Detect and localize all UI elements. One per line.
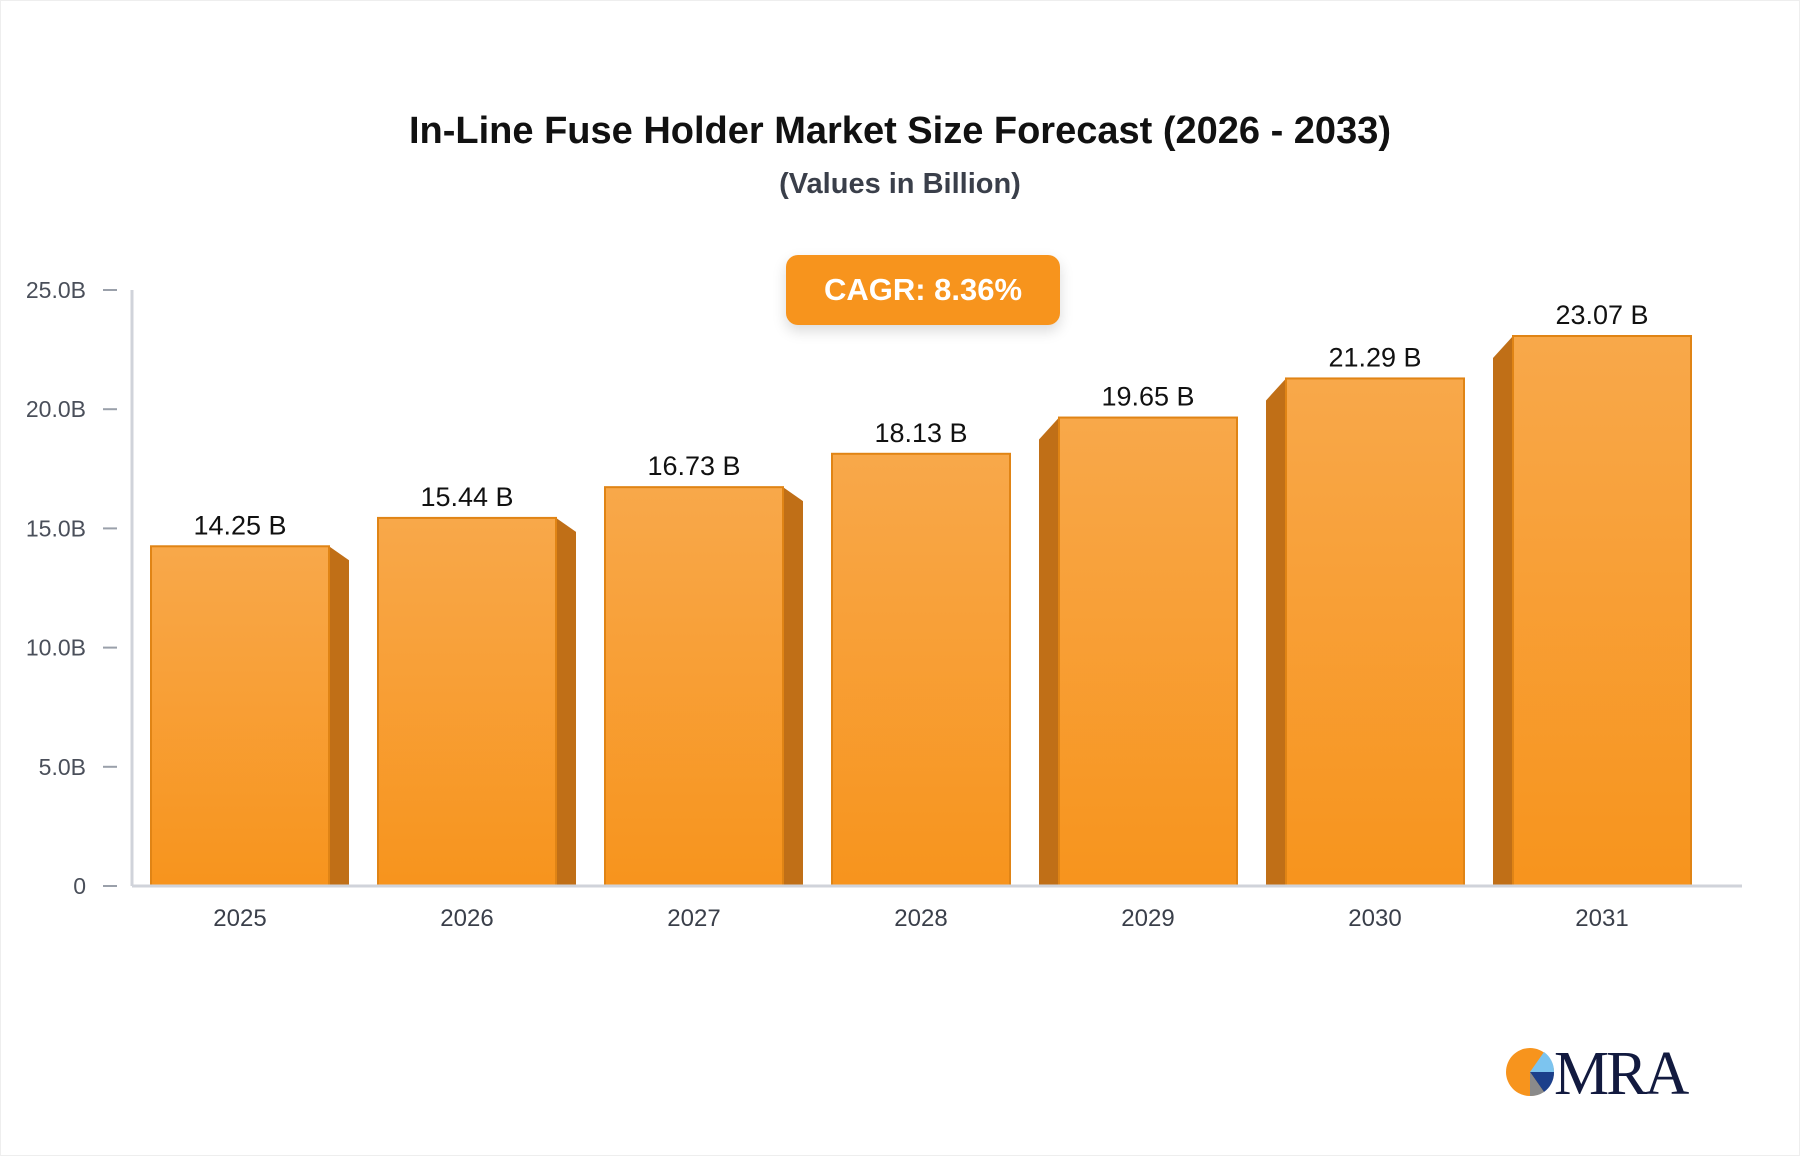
- data-label: 15.44 B: [420, 482, 513, 512]
- bar-side: [556, 517, 576, 886]
- bar: [604, 486, 784, 887]
- x-tick-label: 2030: [1348, 905, 1401, 932]
- mra-logo: MRA: [1506, 1040, 1692, 1100]
- data-label: 14.25 B: [193, 510, 286, 540]
- x-tick-label: 2028: [894, 905, 947, 932]
- data-label: 16.73 B: [647, 451, 740, 481]
- bar-side: [329, 546, 349, 886]
- y-tick-label: 20.0B: [26, 396, 86, 422]
- data-label: 23.07 B: [1555, 300, 1648, 330]
- bar: [377, 516, 557, 887]
- bar-side: [1266, 378, 1286, 886]
- bar: [1058, 416, 1238, 887]
- bar: [1285, 377, 1465, 887]
- chart-subtitle: (Values in Billion): [779, 168, 1021, 200]
- data-label: 18.13 B: [874, 418, 967, 448]
- x-tick-label: 2025: [213, 905, 266, 932]
- y-tick-label: 10.0B: [26, 635, 86, 661]
- bar: [150, 545, 330, 888]
- bar-side: [783, 487, 803, 886]
- y-tick-label: 0: [73, 873, 86, 899]
- bar-side: [1039, 417, 1059, 886]
- chart-title: In-Line Fuse Holder Market Size Forecast…: [408, 110, 1391, 152]
- svg-text:MRA: MRA: [1554, 1040, 1689, 1100]
- x-tick-label: 2029: [1121, 905, 1174, 932]
- bar: [1512, 335, 1692, 887]
- y-tick-label: 25.0B: [26, 277, 86, 303]
- y-tick-label: 5.0B: [39, 754, 86, 780]
- data-label: 19.65 B: [1101, 382, 1194, 412]
- x-tick-label: 2026: [440, 905, 493, 932]
- bar: [831, 452, 1011, 887]
- x-tick-label: 2027: [667, 905, 720, 932]
- bar-side: [1493, 336, 1513, 886]
- y-tick-label: 15.0B: [26, 515, 86, 541]
- cagr-badge: CAGR: 8.36%: [786, 255, 1060, 325]
- x-tick-label: 2031: [1575, 905, 1628, 932]
- data-label: 21.29 B: [1328, 342, 1421, 372]
